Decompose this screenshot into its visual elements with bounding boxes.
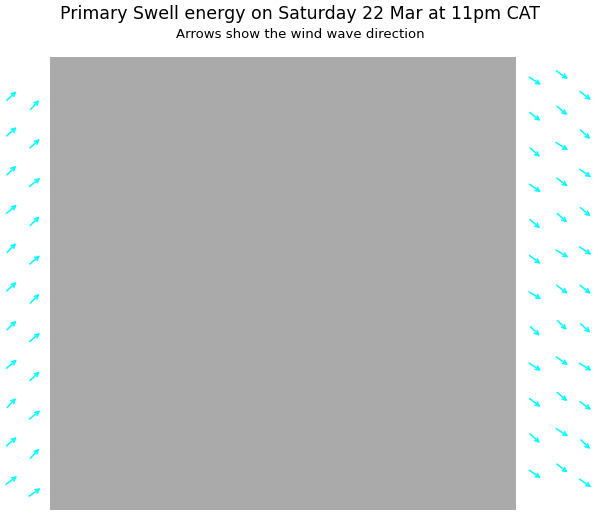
Bar: [50, 57, 516, 510]
Text: Arrows show the wind wave direction: Arrows show the wind wave direction: [176, 28, 425, 41]
Text: Primary Swell energy on Saturday 22 Mar at 11pm CAT: Primary Swell energy on Saturday 22 Mar …: [61, 6, 540, 24]
